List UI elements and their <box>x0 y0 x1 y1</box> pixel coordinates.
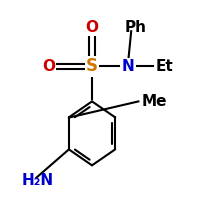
Text: O: O <box>85 20 99 35</box>
Text: N: N <box>122 59 135 74</box>
Text: O: O <box>42 59 55 74</box>
Text: Ph: Ph <box>124 20 146 35</box>
Text: Me: Me <box>141 94 167 109</box>
Text: H₂N: H₂N <box>22 173 54 188</box>
Text: S: S <box>86 57 98 75</box>
Text: Et: Et <box>156 59 174 74</box>
